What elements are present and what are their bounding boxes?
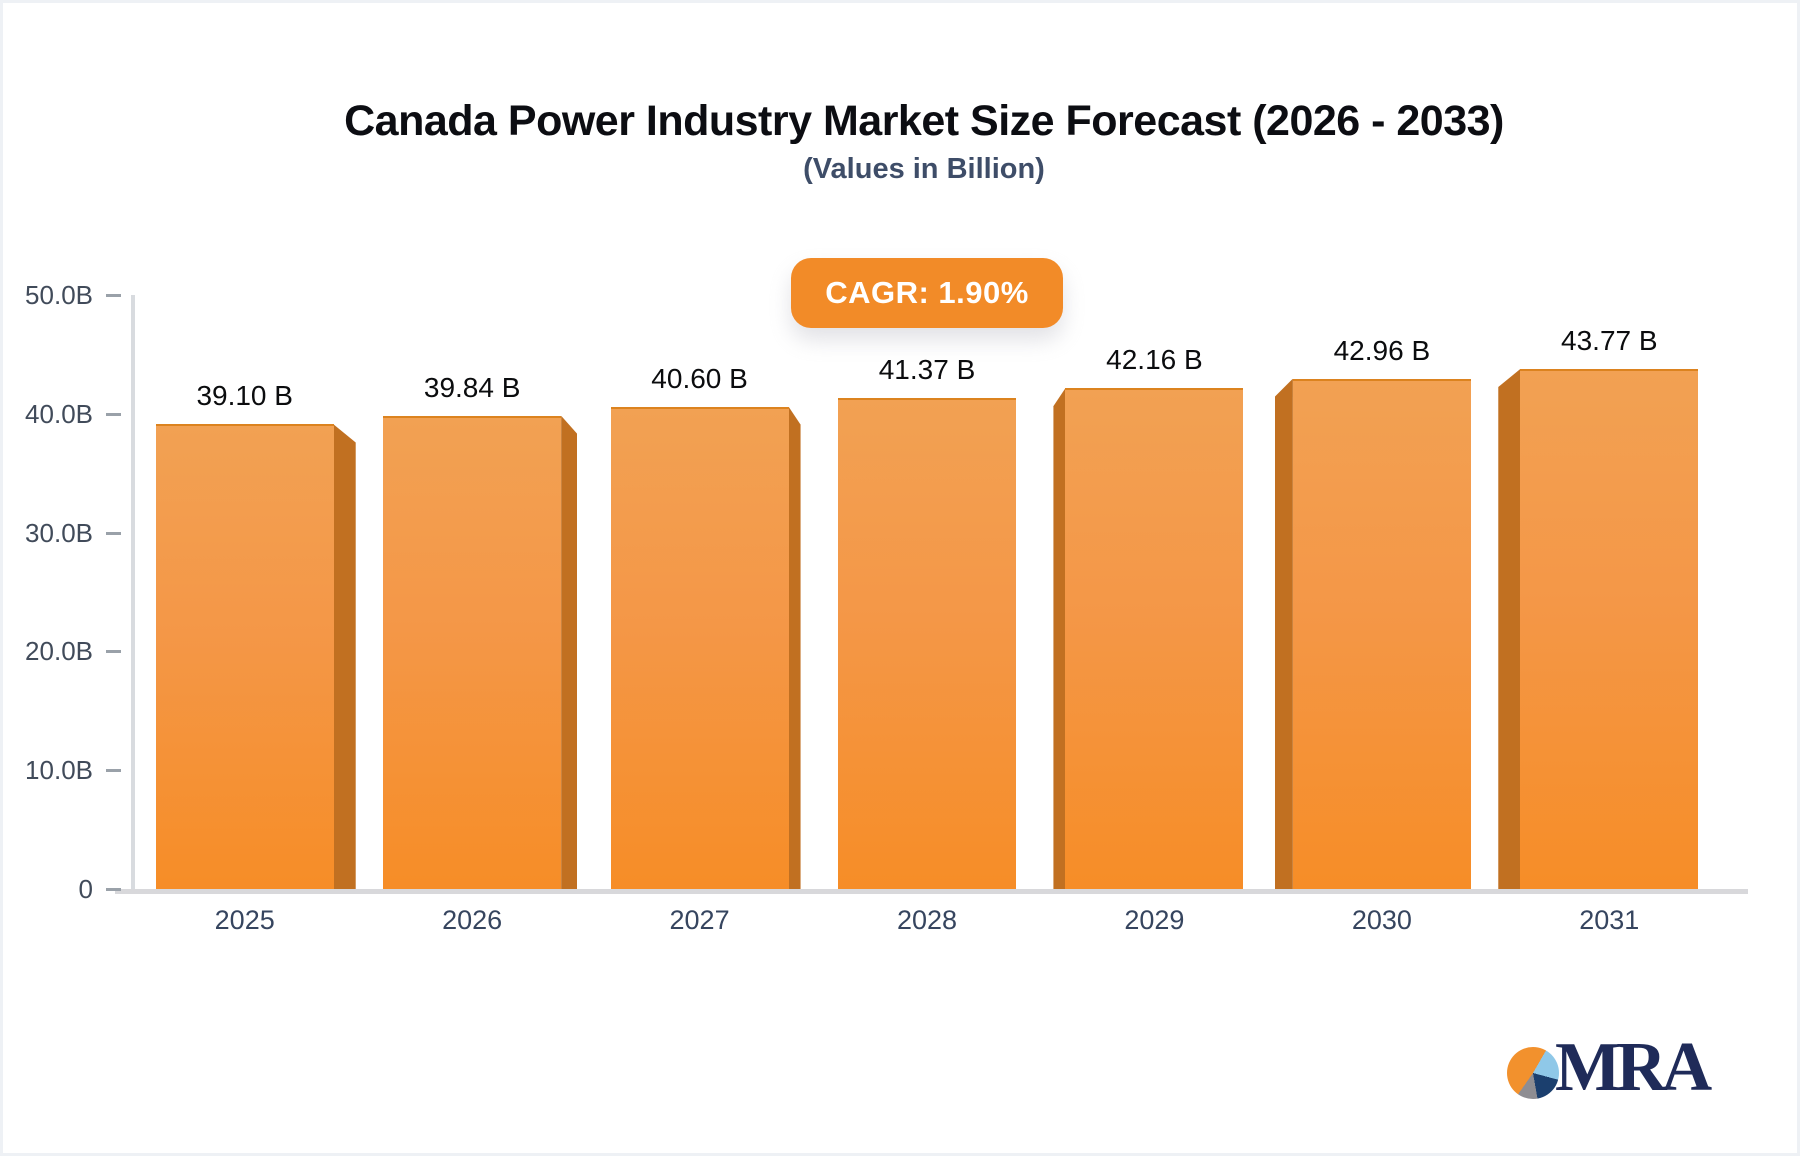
y-tick-mark (106, 888, 121, 891)
bar-3d-side (1053, 388, 1066, 889)
y-tick-mark (106, 412, 121, 416)
y-axis-line (131, 295, 135, 889)
bar-2027[interactable] (610, 406, 789, 889)
y-tick-mark (106, 531, 121, 535)
x-axis-label: 2030 (1351, 905, 1412, 935)
bar-2029[interactable] (1065, 388, 1244, 889)
y-tick-mark (106, 650, 121, 654)
y-tick-mark (106, 294, 121, 297)
bar-chart-plot-area: 0 10.0B 20.0B 30.0B 40.0B 50.0B 39.10 B 2025 … (3, 3, 1797, 1153)
bar-value-label: 42.16 B (1106, 344, 1203, 376)
bar-3d-side (1498, 369, 1521, 889)
y-tick-mark (106, 769, 121, 773)
x-axis-line (115, 889, 1748, 894)
y-tick-label: 0 (78, 874, 93, 904)
bar-value-label: 39.10 B (196, 380, 293, 412)
x-axis-label: 2027 (669, 905, 730, 935)
bar-value-label: 41.37 B (878, 353, 976, 385)
x-axis-label: 2026 (442, 905, 503, 935)
pie-chart-logo-icon (1507, 1047, 1559, 1099)
mra-logo: MRA (1507, 1029, 1712, 1106)
x-axis-label: 2025 (214, 905, 275, 935)
x-axis-label: 2029 (1124, 905, 1185, 935)
bar-3d-side (333, 424, 356, 889)
chart-title: Canada Power Industry Market Size Foreca… (344, 97, 1504, 145)
y-tick-label: 10.0B (25, 755, 93, 786)
bar-value-label: 43.77 B (1561, 325, 1658, 356)
y-tick-label: 20.0B (25, 636, 93, 667)
bar-2031[interactable] (1520, 369, 1699, 889)
cagr-badge: CAGR: 1.90% (791, 258, 1063, 328)
x-axis-label: 2028 (896, 905, 958, 935)
bar-2028[interactable] (838, 397, 1016, 889)
bar-value-label: 39.84 B (423, 371, 521, 403)
cagr-badge-label: CAGR: 1.90% (825, 275, 1029, 310)
chart-subtitle: (Values in Billion) (803, 153, 1045, 185)
bar-3d-side (788, 406, 801, 889)
bar-2026[interactable] (383, 415, 562, 889)
bar-3d-side (1274, 378, 1293, 889)
bar-3d-side (561, 415, 578, 889)
bar-value-label: 42.96 B (1333, 334, 1431, 366)
bar-2030[interactable] (1292, 378, 1471, 889)
y-tick-label: 30.0B (25, 517, 93, 548)
bar-value-label: 40.60 B (651, 362, 748, 394)
mra-logo-text: MRA (1555, 1029, 1712, 1106)
bar-2025[interactable] (155, 424, 334, 889)
y-tick-label: 50.0B (25, 280, 93, 310)
y-tick-label: 40.0B (25, 398, 93, 429)
x-axis-label: 2031 (1579, 905, 1640, 935)
